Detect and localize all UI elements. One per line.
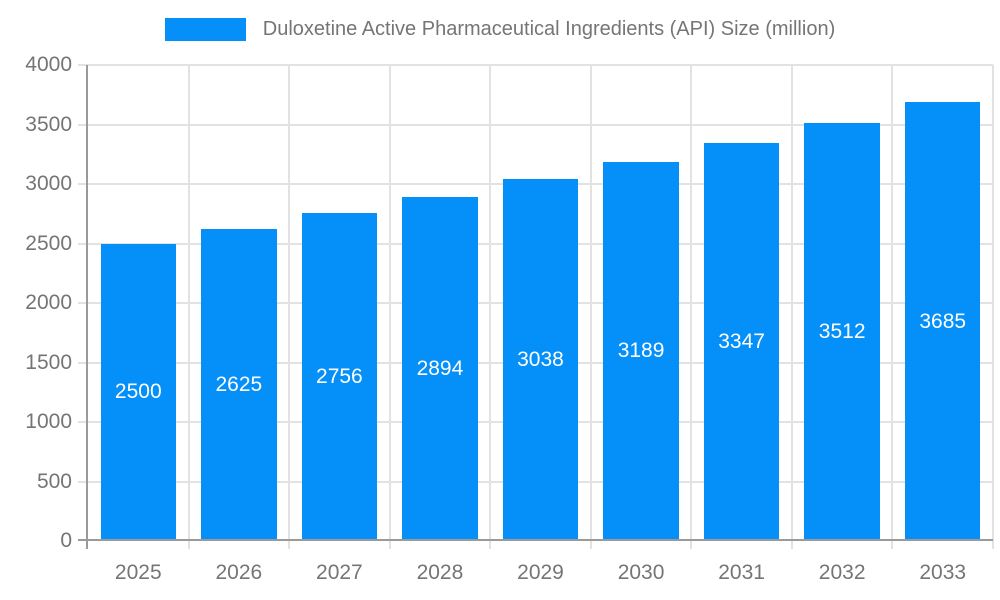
x-gridline bbox=[790, 65, 793, 549]
x-gridline bbox=[589, 65, 592, 549]
bar bbox=[804, 123, 880, 541]
bar-value-label: 3512 bbox=[818, 320, 866, 344]
bar-value-label: 2756 bbox=[316, 365, 363, 389]
x-axis-line bbox=[78, 539, 993, 541]
bar bbox=[201, 228, 277, 541]
bar-value-label: 3038 bbox=[517, 348, 564, 372]
x-gridline bbox=[690, 65, 693, 549]
bar bbox=[905, 102, 981, 541]
y-axis-tick-label: 0 bbox=[60, 529, 72, 552]
x-gridline bbox=[891, 65, 894, 549]
bar-value-label: 2625 bbox=[215, 372, 263, 396]
x-gridline bbox=[388, 65, 391, 549]
bar-value-label: 3685 bbox=[919, 309, 967, 333]
x-gridline bbox=[489, 65, 492, 549]
y-axis-tick-label: 3500 bbox=[25, 112, 72, 136]
bar bbox=[502, 179, 579, 541]
legend-label: Duloxetine Active Pharmaceutical Ingredi… bbox=[262, 18, 836, 40]
bar bbox=[703, 142, 780, 541]
bar-value-label: 3347 bbox=[718, 329, 765, 353]
x-axis-tick-label: 2025 bbox=[114, 561, 162, 584]
y-axis-tick-label: 2000 bbox=[25, 291, 72, 314]
y-axis-line bbox=[86, 65, 88, 549]
legend-item[interactable]: Duloxetine Active Pharmaceutical Ingredi… bbox=[0, 18, 1000, 41]
bar bbox=[301, 213, 378, 541]
y-axis-tick-label: 1500 bbox=[25, 350, 72, 374]
bar-value-label: 2894 bbox=[416, 356, 464, 380]
bar bbox=[100, 243, 176, 541]
x-axis-tick-label: 2033 bbox=[919, 561, 967, 584]
x-gridline bbox=[288, 65, 291, 549]
bar-value-label: 2500 bbox=[114, 380, 162, 404]
y-axis-tick-label: 500 bbox=[36, 469, 72, 493]
x-axis-tick-label: 2026 bbox=[215, 561, 263, 584]
x-axis-tick-label: 2032 bbox=[818, 561, 866, 584]
y-gridline bbox=[78, 64, 993, 66]
x-gridline bbox=[992, 65, 994, 549]
x-axis-tick-label: 2031 bbox=[718, 561, 765, 584]
y-axis-tick-label: 4000 bbox=[25, 53, 72, 76]
bar bbox=[402, 196, 478, 541]
bar bbox=[603, 161, 679, 541]
x-axis-tick-label: 2027 bbox=[316, 561, 363, 584]
bar-value-label: 3189 bbox=[617, 339, 665, 363]
y-gridline bbox=[78, 123, 993, 126]
y-axis-tick-label: 1000 bbox=[25, 410, 72, 433]
y-axis-tick-label: 3000 bbox=[25, 172, 72, 195]
legend-swatch bbox=[164, 18, 246, 41]
x-axis-tick-label: 2028 bbox=[416, 561, 464, 584]
x-axis-tick-label: 2029 bbox=[517, 561, 564, 584]
x-axis-tick-label: 2030 bbox=[617, 561, 665, 584]
x-gridline bbox=[187, 65, 190, 549]
y-axis-tick-label: 2500 bbox=[25, 231, 72, 255]
